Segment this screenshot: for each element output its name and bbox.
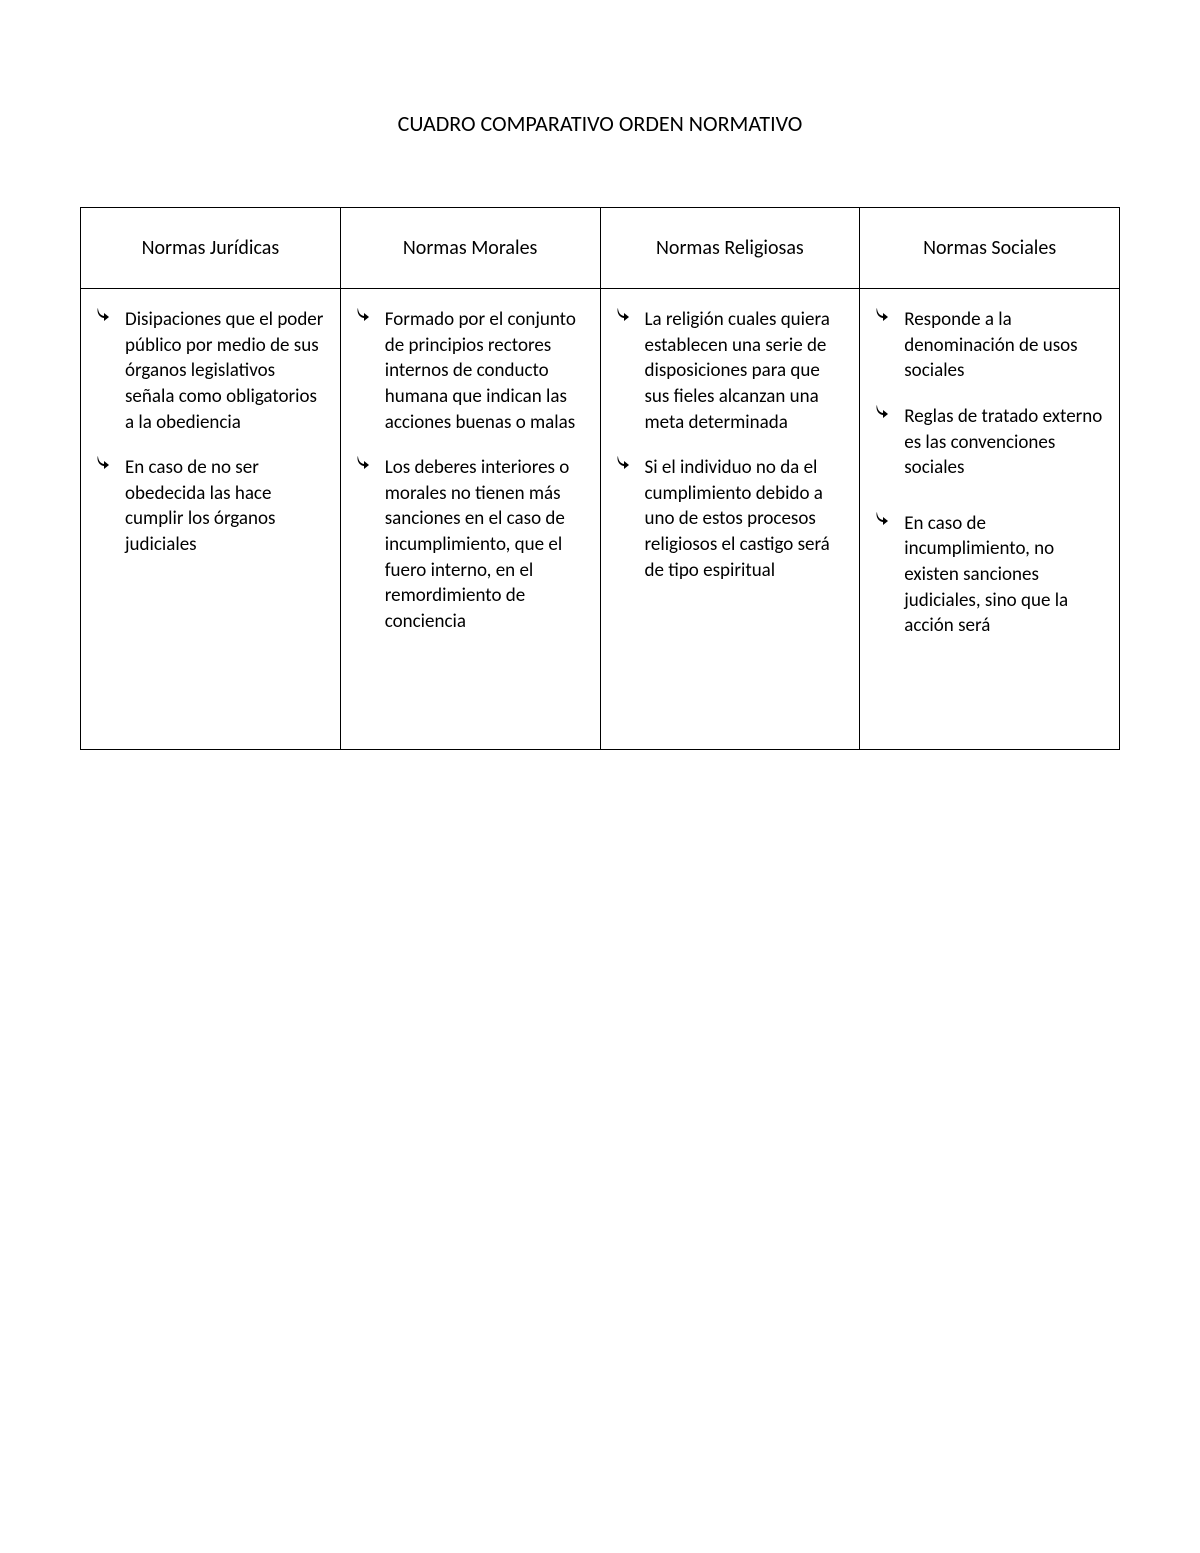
list-item-text: Reglas de tratado externo es las convenc… <box>904 405 1102 479</box>
bullet-list: Formado por el conjunto de principios re… <box>355 307 586 635</box>
list-item: En caso de incumplimiento, no existen sa… <box>874 511 1105 639</box>
list-item-text: Disipaciones que el poder público por me… <box>125 308 323 434</box>
table-cell: Formado por el conjunto de principios re… <box>340 289 600 750</box>
list-item-text: Si el individuo no da el cumplimiento de… <box>645 456 830 582</box>
curved-arrow-icon <box>95 455 113 473</box>
column-header: Normas Morales <box>340 208 600 289</box>
list-item: Disipaciones que el poder público por me… <box>95 307 326 435</box>
table-row: Disipaciones que el poder público por me… <box>81 289 1120 750</box>
bullet-list: Disipaciones que el poder público por me… <box>95 307 326 558</box>
curved-arrow-icon <box>615 455 633 473</box>
curved-arrow-icon <box>874 404 892 422</box>
curved-arrow-icon <box>874 307 892 325</box>
list-item-text: Formado por el conjunto de principios re… <box>385 308 576 434</box>
bullet-list: Responde a la denominación de usos socia… <box>874 307 1105 639</box>
list-item: Si el individuo no da el cumplimiento de… <box>615 455 846 583</box>
list-item: Formado por el conjunto de principios re… <box>355 307 586 435</box>
table-header-row: Normas Jurídicas Normas Morales Normas R… <box>81 208 1120 289</box>
list-item-text: En caso de no ser obedecida las hace cum… <box>125 456 275 556</box>
column-header: Normas Sociales <box>860 208 1120 289</box>
list-item-text: La religión cuales quiera establecen una… <box>645 308 830 434</box>
list-item-text: En caso de incumplimiento, no existen sa… <box>904 512 1068 638</box>
list-item-text: Responde a la denominación de usos socia… <box>904 308 1077 382</box>
curved-arrow-icon <box>355 455 373 473</box>
curved-arrow-icon <box>95 307 113 325</box>
page-title: CUADRO COMPARATIVO ORDEN NORMATIVO <box>80 110 1120 137</box>
list-item: La religión cuales quiera establecen una… <box>615 307 846 435</box>
list-item: En caso de no ser obedecida las hace cum… <box>95 455 326 558</box>
list-item: Responde a la denominación de usos socia… <box>874 307 1105 384</box>
table-cell: Responde a la denominación de usos socia… <box>860 289 1120 750</box>
curved-arrow-icon <box>874 511 892 529</box>
list-item: Reglas de tratado externo es las convenc… <box>874 404 1105 481</box>
list-item-text: Los deberes interiores o morales no tien… <box>385 456 570 633</box>
column-header: Normas Religiosas <box>600 208 860 289</box>
comparison-table: Normas Jurídicas Normas Morales Normas R… <box>80 207 1120 750</box>
table-cell: La religión cuales quiera establecen una… <box>600 289 860 750</box>
table-cell: Disipaciones que el poder público por me… <box>81 289 341 750</box>
document-page: CUADRO COMPARATIVO ORDEN NORMATIVO Norma… <box>0 0 1200 1553</box>
bullet-list: La religión cuales quiera establecen una… <box>615 307 846 583</box>
curved-arrow-icon <box>355 307 373 325</box>
curved-arrow-icon <box>615 307 633 325</box>
column-header: Normas Jurídicas <box>81 208 341 289</box>
list-item: Los deberes interiores o morales no tien… <box>355 455 586 634</box>
